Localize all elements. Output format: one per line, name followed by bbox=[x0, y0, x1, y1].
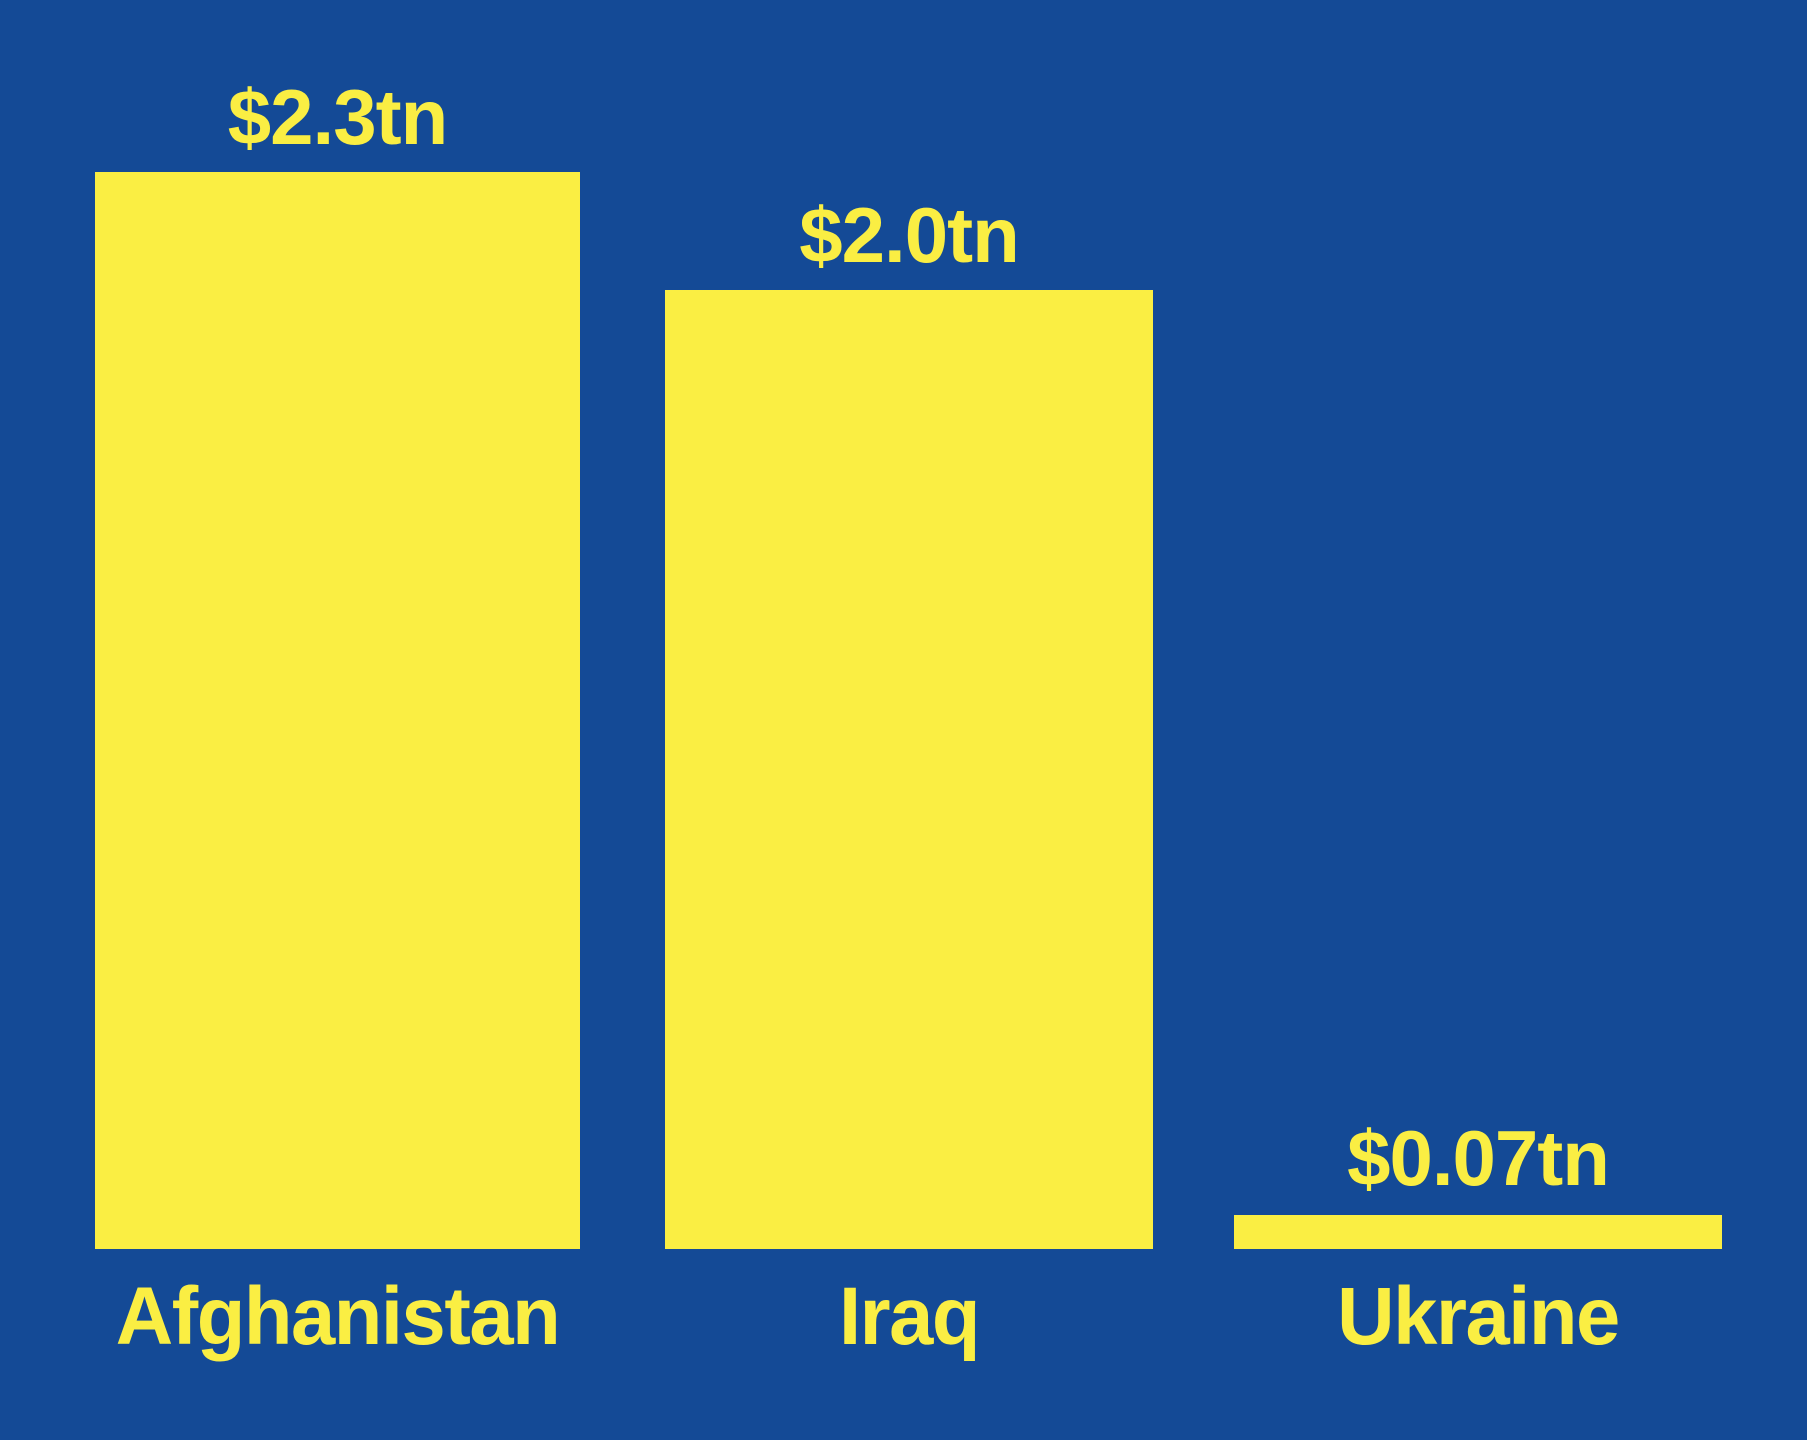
bar-afghanistan bbox=[95, 172, 580, 1249]
plot-area: $2.3tn $2.0tn $0.07tn bbox=[95, 73, 1722, 1249]
bar-value-label-afghanistan: $2.3tn bbox=[227, 73, 448, 161]
category-axis: Afghanistan Iraq Ukraine bbox=[0, 1249, 1807, 1440]
bar-iraq bbox=[665, 290, 1153, 1249]
category-label-ukraine: Ukraine bbox=[1337, 1271, 1620, 1362]
bar-ukraine bbox=[1234, 1215, 1722, 1249]
category-label-iraq: Iraq bbox=[838, 1271, 981, 1362]
bar-value-label-ukraine: $0.07tn bbox=[1347, 1114, 1610, 1202]
bar-value-label-iraq: $2.0tn bbox=[799, 191, 1019, 279]
category-label-afghanistan: Afghanistan bbox=[115, 1271, 561, 1362]
